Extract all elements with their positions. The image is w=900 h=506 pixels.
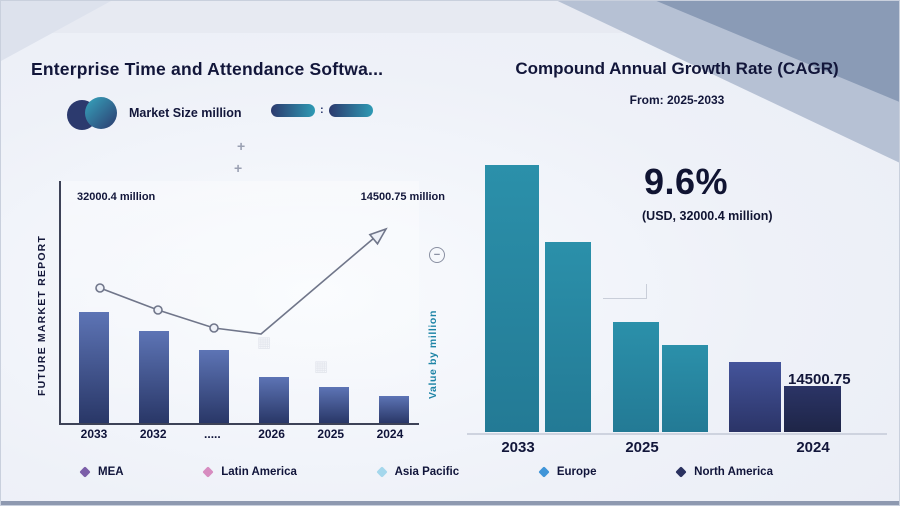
plus-decoration-icon: + [234,160,243,176]
x-tick-2033: 2033 [501,439,535,456]
chart-annotations: 32000.4 million 14500.75 million [77,191,445,203]
x-tick-2025: 2025 [625,439,659,456]
left-chart-x-axis: 2033 2032 ..... 2026 2025 2024 [72,427,412,441]
cagr-subtitle: From: 2025-2033 [629,93,725,107]
legend-diamond-icon [375,466,388,478]
legend-item-asia-pacific: Asia Pacific [375,466,460,478]
legend-diamond-icon [675,466,687,478]
legend-label: Europe [556,466,597,478]
x-tick-2026: 2026 [258,427,285,441]
future-market-report-axis-label: FUTURE MARKET REPORT [36,234,48,396]
zoom-out-icon[interactable]: − [429,247,445,263]
cagr-title: Compound Annual Growth Rate (CAGR) [515,59,839,78]
legend-pills: : [271,104,373,117]
bg-bottom-bar [1,501,899,505]
market-size-bar-chart: 32000.4 million 14500.75 million ▦ ▦ [59,181,445,425]
legend-pill-icon [328,104,373,117]
legend-diamond-icon [202,466,214,478]
legend-label: MEA [98,466,124,478]
right-chart-baseline [467,433,887,435]
x-tick-2024: 2024 [796,439,830,456]
x-tick-2032: 2032 [139,427,167,441]
cagr-bar-2033-a [485,165,539,432]
cagr-bar-2024-b [784,386,841,432]
region-legend: MEA Latin America Asia Pacific Europe No… [79,466,773,478]
market-size-legend-label: Market Size million [129,106,242,120]
plus-decoration-icon: + [237,138,246,154]
x-tick-2033: 2033 [80,427,108,441]
legend-diamond-icon [79,466,91,478]
legend-pill-separator: : [320,104,324,116]
cagr-bar-2025-b [662,345,708,432]
legend-item-europe: Europe [538,466,597,478]
ghost-chart-icon: ▦ [314,358,329,375]
x-tick-2025: 2025 [317,427,345,441]
cagr-bar-2024-a [729,362,781,432]
annotation-2024-value: 14500.75 million [360,191,445,203]
bar-2024 [379,396,409,423]
bar-2032 [139,331,169,423]
market-size-bars [79,181,409,423]
value-label-14500: 14500.75 [788,371,851,388]
x-tick-ellipsis: ..... [204,427,221,441]
legend-label: Latin America [221,466,297,478]
ghost-chart-icon: ▦ [257,334,272,351]
legend-label: North America [694,466,773,478]
legend-diamond-icon [538,466,550,478]
cagr-bar-2025-a [613,322,659,432]
cagr-bar-2033-b [545,242,591,432]
value-by-million-axis-label: Value by million [427,310,439,400]
bar-2033 [79,311,109,423]
bar-2026 [259,377,289,423]
step-line-decoration [603,284,647,299]
legend-pill-icon [271,104,315,117]
bar-2025 [319,386,349,423]
legend-item-mea: MEA [79,466,124,478]
legend-item-north-america: North America [675,466,773,478]
legend-item-latin-america: Latin America [202,466,297,478]
left-chart-title: Enterprise Time and Attendance Softwa... [31,59,384,79]
market-size-icon [67,97,123,131]
cagr-detail: (USD, 32000.4 million) [642,209,773,223]
bar-intermediate [199,350,229,423]
cagr-value: 9.6% [644,161,729,202]
icon-circle-teal [85,97,117,129]
legend-label: Asia Pacific [394,466,460,478]
annotation-2033-value: 32000.4 million [77,191,156,203]
x-tick-2024: 2024 [376,427,404,441]
